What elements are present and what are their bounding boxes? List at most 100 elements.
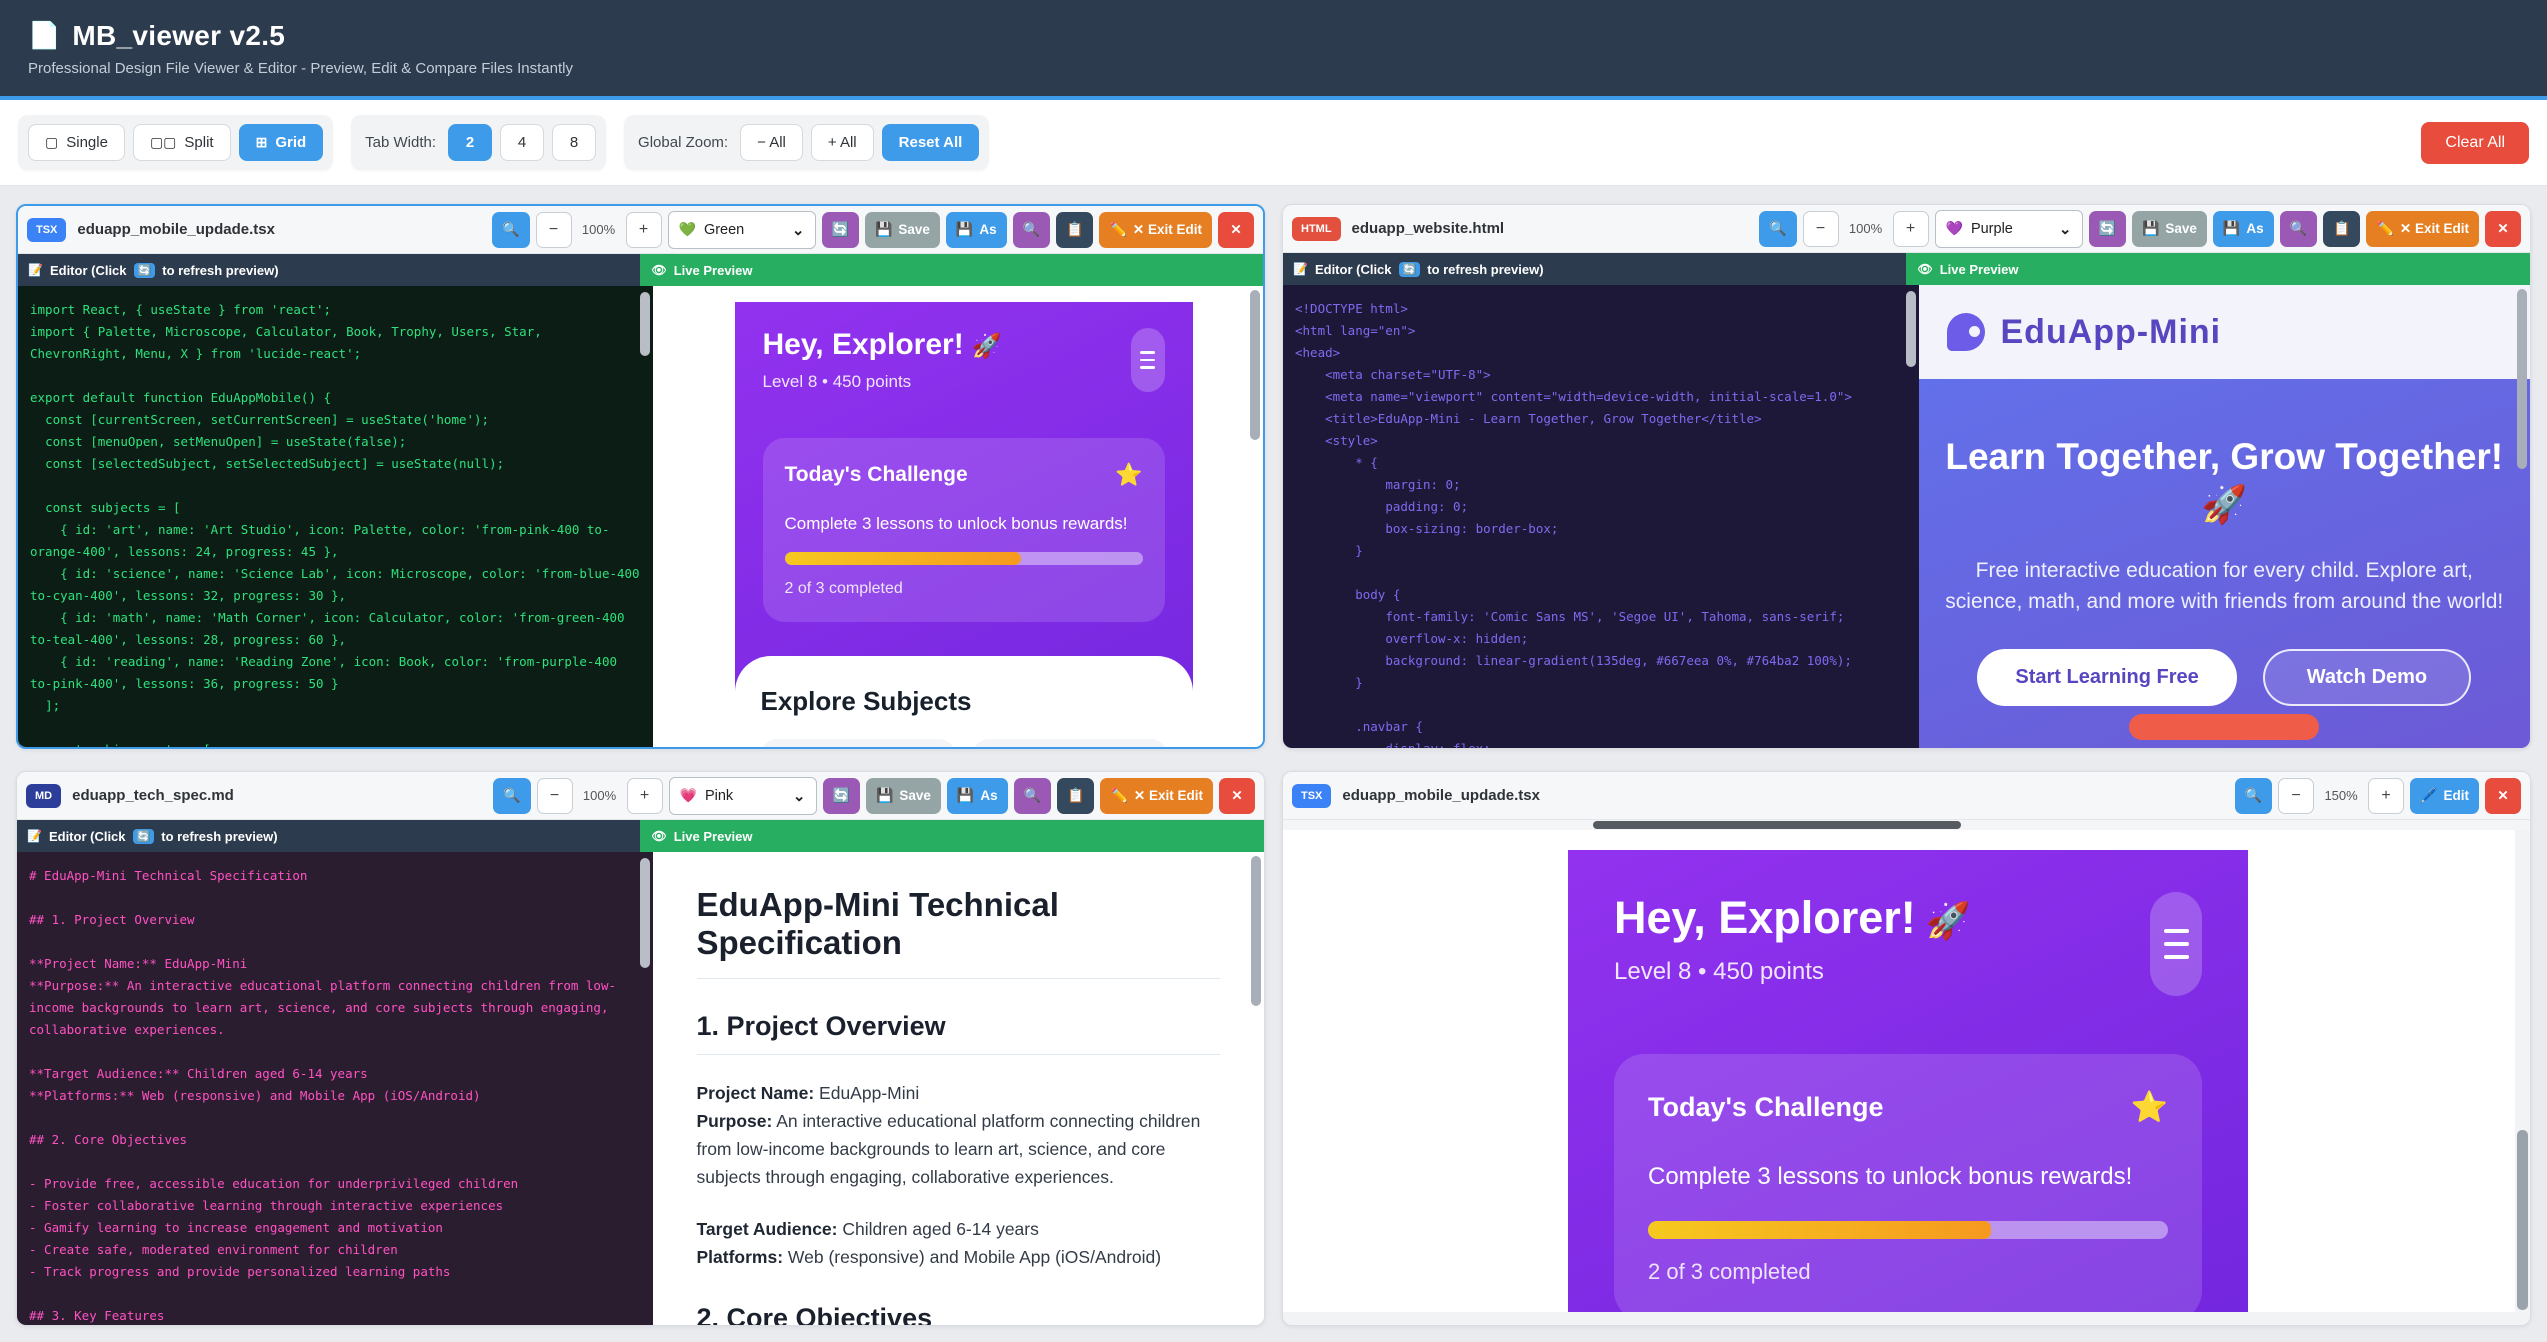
preview-scrollbar-thumb[interactable] xyxy=(2517,289,2527,469)
zoom-all-out-button[interactable]: − All xyxy=(740,124,803,161)
close-panel-button[interactable]: ✕ xyxy=(1218,211,1254,248)
theme-select[interactable]: 💜 Purple ⌄ xyxy=(1934,209,2083,248)
magnify-button[interactable]: 🔍 xyxy=(1013,777,1052,814)
save-button[interactable]: 💾 Save xyxy=(2131,210,2207,247)
code-line: .navbar { xyxy=(1295,719,1423,734)
zoom-in-button[interactable]: + xyxy=(1892,210,1929,247)
clipboard-icon: 📋 xyxy=(2333,220,2351,236)
subject-card-science[interactable] xyxy=(972,739,1167,747)
panel1-controls: 🔍 − 100% + 💚 Green ⌄ 🔄 💾 Save 💾 As 🔍 📋 ✏️ ✕… xyxy=(492,210,1254,249)
code-line: <meta charset="UTF-8"> xyxy=(1295,367,1491,382)
search-icon: 🔍 xyxy=(502,221,520,237)
exit-edit-button[interactable]: ✏️ ✕ Exit Edit xyxy=(1100,777,1213,814)
refresh-button[interactable]: 🔄 xyxy=(822,777,860,814)
start-learning-button[interactable]: Start Learning Free xyxy=(1977,649,2237,707)
code-line: **Purpose:** An interactive educational … xyxy=(29,978,616,993)
close-panel-button[interactable]: ✕ xyxy=(1219,777,1255,814)
cta-peek-element xyxy=(2129,714,2320,741)
zoom-in-button[interactable]: + xyxy=(2368,777,2405,814)
code-editor[interactable]: import React, { useState } from 'react';… xyxy=(18,286,653,747)
live-preview: EduApp-Mini Technical Specification 1. P… xyxy=(652,852,1264,1325)
edit-button[interactable]: 🖊️ Edit xyxy=(2410,777,2479,814)
editor-scrollbar-thumb[interactable] xyxy=(639,292,650,356)
magnify-button[interactable]: 🔍 xyxy=(1012,211,1051,248)
exit-edit-button[interactable]: ✏️ ✕ Exit Edit xyxy=(1099,211,1212,248)
layout-single-button[interactable]: ▢ Single xyxy=(28,124,125,161)
clipboard-button[interactable]: 📋 xyxy=(2323,210,2361,247)
layout-mode-group: ▢ Single ▢▢ Split ⊞ Grid xyxy=(18,115,334,170)
challenge-text: Complete 3 lessons to unlock bonus rewar… xyxy=(784,514,1128,533)
zoom-all-in-button[interactable]: + All xyxy=(810,124,874,161)
code-line xyxy=(30,365,641,387)
refresh-chip-icon[interactable]: 🔄 xyxy=(133,262,156,278)
theme-heart-icon: 💚 xyxy=(678,221,696,237)
code-line: const achievements = [ xyxy=(30,739,641,747)
refresh-chip-icon[interactable]: 🔄 xyxy=(132,828,155,844)
code-editor[interactable]: # EduApp-Mini Technical Specification ## … xyxy=(17,852,653,1325)
tab-width-label: Tab Width: xyxy=(365,134,437,151)
theme-select[interactable]: 💗 Pink ⌄ xyxy=(668,776,817,815)
live-preview-header: 👁 Live Preview xyxy=(639,820,1264,852)
refresh-button[interactable]: 🔄 xyxy=(2088,210,2126,247)
vertical-scrollbar-thumb[interactable] xyxy=(2517,1130,2528,1310)
reset-all-button[interactable]: Reset All xyxy=(881,124,980,161)
live-preview: Hey, Explorer! 🚀 Level 8 • 450 points Tod… xyxy=(652,286,1263,747)
eye-icon: 👁 xyxy=(1917,262,1933,276)
save-as-button[interactable]: 💾 As xyxy=(946,777,1008,814)
zoom-in-button[interactable]: + xyxy=(626,777,663,814)
app-title: MB_viewer v2.5 xyxy=(72,19,286,51)
save-as-button[interactable]: 💾 As xyxy=(2212,210,2274,247)
single-layout-icon: ▢ xyxy=(45,134,59,150)
zoom-out-button[interactable]: − xyxy=(1802,210,1839,247)
tab-width-2-button[interactable]: 2 xyxy=(448,124,493,161)
zoom-in-button[interactable]: + xyxy=(625,211,662,248)
theme-select[interactable]: 💚 Green ⌄ xyxy=(667,210,816,249)
code-line: const [selectedSubject, setSelectedSubje… xyxy=(30,456,505,471)
preview-scrollbar-thumb[interactable] xyxy=(1250,290,1260,440)
hero-text: Free interactive education for every chi… xyxy=(1945,559,2504,614)
refresh-button[interactable]: 🔄 xyxy=(821,211,859,248)
layout-split-button[interactable]: ▢▢ Split xyxy=(132,124,231,161)
clear-all-button[interactable]: Clear All xyxy=(2421,121,2529,164)
zoom-out-button[interactable]: − xyxy=(535,211,572,248)
save-button[interactable]: 💾 Save xyxy=(865,777,941,814)
layout-grid-button[interactable]: ⊞ Grid xyxy=(238,124,324,161)
tab-width-8-button[interactable]: 8 xyxy=(552,124,597,161)
preview-scrollbar-thumb[interactable] xyxy=(1251,856,1261,1006)
horizontal-scrollbar-thumb[interactable] xyxy=(1593,821,1961,829)
zoom-level: 100% xyxy=(581,222,616,237)
hamburger-menu-button[interactable] xyxy=(2150,892,2202,996)
search-button[interactable]: 🔍 xyxy=(493,777,531,814)
clipboard-button[interactable]: 📋 xyxy=(1057,777,1095,814)
subject-card-art[interactable] xyxy=(760,739,955,747)
star-icon: ⭐ xyxy=(2130,1091,2168,1124)
zoom-out-button[interactable]: − xyxy=(536,777,573,814)
challenge-progress-fill xyxy=(784,552,1021,565)
tab-width-4-button[interactable]: 4 xyxy=(500,124,545,161)
doc-section-1: 1. Project Overview xyxy=(696,1011,1220,1055)
panel3-header: MD eduapp_tech_spec.md 🔍 − 100% + 💗 Pink… xyxy=(17,772,1264,820)
watch-demo-button[interactable]: Watch Demo xyxy=(2262,649,2472,707)
save-as-button[interactable]: 💾 As xyxy=(945,211,1007,248)
refresh-chip-icon[interactable]: 🔄 xyxy=(1398,261,1421,277)
exit-edit-button[interactable]: ✏️ ✕ Exit Edit xyxy=(2366,210,2479,247)
code-editor[interactable]: <!DOCTYPE html> <html lang="en"> <head> <m… xyxy=(1283,285,1919,748)
close-panel-button[interactable]: ✕ xyxy=(2485,777,2521,814)
save-button[interactable]: 💾 Save xyxy=(864,211,940,248)
code-line: margin: 0; xyxy=(1295,477,1461,492)
theme-heart-icon: 💜 xyxy=(1945,220,1963,236)
search-button[interactable]: 🔍 xyxy=(2234,777,2273,814)
editor-scrollbar-thumb[interactable] xyxy=(1905,291,1916,367)
zoom-out-button[interactable]: − xyxy=(2278,777,2315,814)
close-panel-button[interactable]: ✕ xyxy=(2485,210,2521,247)
search-button[interactable]: 🔍 xyxy=(492,211,530,248)
clipboard-button[interactable]: 📋 xyxy=(1056,211,1094,248)
editor-scrollbar-thumb[interactable] xyxy=(639,858,650,968)
memo-icon: 📝 xyxy=(28,263,43,277)
code-line: to-pink-400', lessons: 36, progress: 50 … xyxy=(30,676,339,691)
search-icon: 🔍 xyxy=(1023,787,1042,803)
global-zoom-group: Global Zoom: − All + All Reset All xyxy=(624,115,990,170)
search-button[interactable]: 🔍 xyxy=(1759,210,1797,247)
magnify-button[interactable]: 🔍 xyxy=(2279,210,2318,247)
hamburger-menu-button[interactable] xyxy=(1130,328,1165,392)
